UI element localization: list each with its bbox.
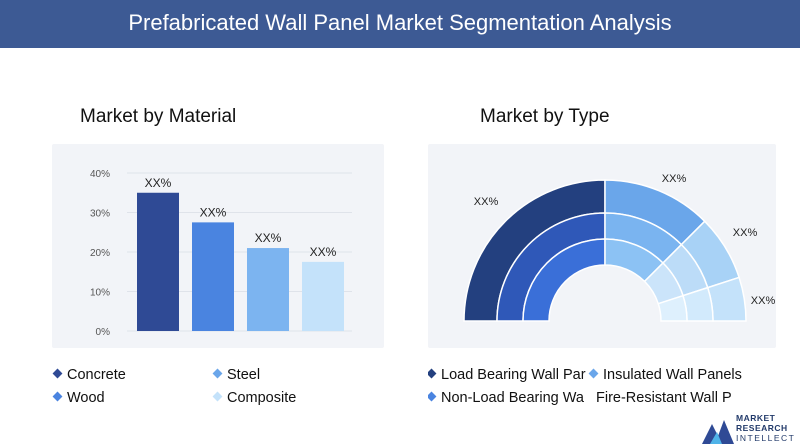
y-tick-label: 0% — [96, 327, 111, 338]
legend-wood: Wood — [52, 390, 105, 406]
legend-fire-resistant: Fire-Resistant Wall P — [596, 390, 732, 406]
y-tick-label: 40% — [90, 169, 110, 180]
page-title: Prefabricated Wall Panel Market Segmenta… — [128, 10, 672, 35]
legend-steel: Steel — [212, 367, 261, 383]
type-heading: Market by Type — [480, 106, 610, 127]
legend-insulated-marker-icon — [588, 368, 599, 379]
legend-load-bearing: Load Bearing Wall Par — [428, 367, 588, 383]
legend-steel-marker-icon — [212, 368, 223, 379]
legend-concrete-marker-icon — [52, 368, 63, 379]
legend-wood-marker-icon — [52, 391, 63, 402]
material-bar-chart: 0% 10% 20% 30% 40% XX% XX% XX% XX% — [90, 169, 352, 338]
page-header: Prefabricated Wall Panel Market Segmenta… — [0, 0, 800, 48]
legend-fire-resistant-label: Fire-Resistant Wall P — [596, 390, 732, 406]
donut-data-label: XX% — [751, 295, 776, 307]
bar-composite — [302, 261, 344, 331]
legend-concrete-label: Concrete — [67, 367, 126, 383]
legend-composite-marker-icon — [212, 391, 223, 402]
legend-wood-label: Wood — [67, 390, 105, 406]
donut-data-label: XX% — [662, 173, 687, 185]
legend-insulated: Insulated Wall Panels — [588, 367, 742, 383]
legend-non-load-bearing: Non-Load Bearing Wa — [428, 390, 598, 406]
legend-non-load-bearing-label: Non-Load Bearing Wa — [441, 390, 584, 406]
legend-load-bearing-label: Load Bearing Wall Par — [441, 367, 586, 383]
material-heading: Market by Material — [80, 106, 237, 127]
donut-data-label: XX% — [733, 227, 758, 239]
legend-composite-label: Composite — [227, 390, 297, 406]
bar-data-label: XX% — [310, 245, 337, 259]
legend-composite: Composite — [212, 390, 297, 406]
legend-load-bearing-marker-icon — [428, 368, 437, 379]
logo-line-1: MARKET — [736, 413, 776, 423]
y-tick-label: 30% — [90, 209, 110, 220]
bar-data-label: XX% — [255, 231, 282, 245]
type-donut-chart: XX% XX% XX% XX% — [463, 173, 776, 322]
y-tick-label: 10% — [90, 288, 110, 299]
logo-line-2: RESEARCH — [736, 423, 788, 433]
bar-concrete — [137, 192, 179, 331]
legend-steel-label: Steel — [227, 367, 261, 383]
bar-wood — [247, 248, 289, 331]
bar-data-label: XX% — [200, 205, 227, 219]
legend-insulated-label: Insulated Wall Panels — [603, 367, 742, 383]
legend-non-load-bearing-marker-icon — [428, 391, 437, 402]
donut-data-label: XX% — [474, 196, 499, 208]
market-research-intellect-logo-icon — [702, 420, 734, 444]
y-tick-label: 20% — [90, 248, 110, 259]
donut-segment-3 — [657, 294, 688, 322]
logo-line-3: INTELLECT — [736, 433, 796, 443]
bar-steel — [192, 222, 234, 331]
bar-data-label: XX% — [145, 176, 172, 190]
legend-concrete: Concrete — [52, 367, 126, 383]
